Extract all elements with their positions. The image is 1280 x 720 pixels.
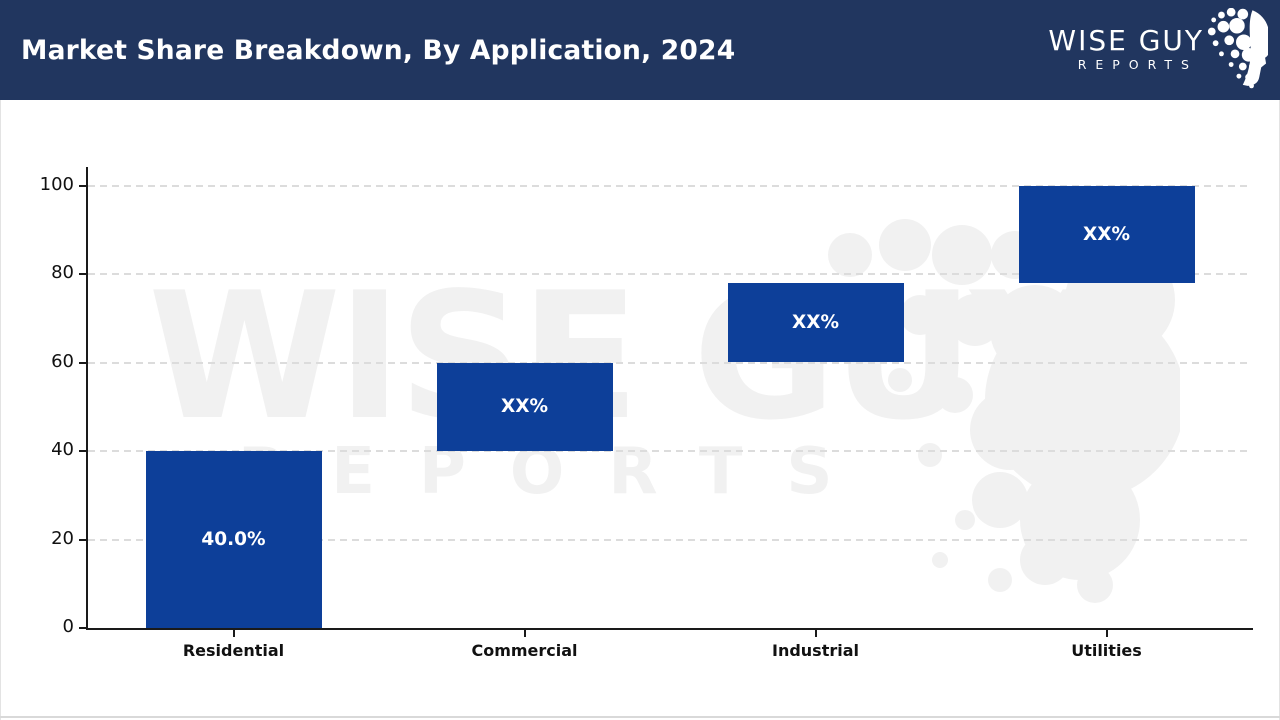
x-tick-label-residential: Residential — [182, 641, 285, 660]
wiseguy-logo: WISE GUY REPORTS — [1010, 0, 1270, 100]
bar-utilities: XX% — [1018, 185, 1195, 283]
y-tick-80 — [79, 273, 86, 275]
logo-wordmark: WISE GUY — [1048, 24, 1204, 57]
bar-residential: 40.0% — [145, 451, 322, 628]
y-tick-20 — [79, 538, 86, 541]
gridline-80 — [88, 273, 1252, 275]
chart-title: Market Share Breakdown, By Application, … — [21, 34, 736, 66]
x-tick-commercial — [523, 630, 526, 637]
gridline-20 — [88, 538, 1252, 541]
gridline-40 — [88, 450, 1252, 452]
wiseguy-head-icon — [1207, 8, 1268, 89]
x-tick-residential — [232, 630, 235, 637]
x-tick-industrial — [814, 630, 817, 637]
bottom-border — [0, 716, 1280, 718]
x-tick-label-commercial: Commercial — [471, 641, 578, 660]
bar-label-utilities: XX% — [1082, 223, 1131, 245]
gridline-100 — [88, 184, 1252, 187]
x-tick-label-industrial: Industrial — [771, 641, 860, 660]
y-tick-100 — [79, 184, 86, 187]
bar-label-residential: 40.0% — [201, 529, 266, 550]
y-tick-label-40: 40 — [51, 439, 74, 460]
x-axis-line — [86, 628, 1253, 630]
y-tick-40 — [79, 450, 86, 452]
y-tick-label-60: 60 — [51, 350, 74, 372]
logo-subtext: REPORTS — [1077, 57, 1198, 72]
y-tick-label-0: 0 — [62, 616, 74, 637]
header-bar — [0, 0, 1280, 100]
bar-label-industrial: XX% — [791, 312, 840, 334]
watermark-wordmark: WISE GUY — [148, 256, 1097, 459]
y-tick-label-100: 100 — [39, 173, 74, 195]
gridline-60 — [88, 361, 1252, 364]
bar-industrial: XX% — [727, 282, 904, 363]
x-tick-label-utilities: Utilities — [1071, 641, 1142, 660]
y-tick-label-80: 80 — [51, 262, 74, 283]
y-tick-0 — [79, 627, 86, 629]
y-axis-line — [86, 167, 88, 630]
x-tick-utilities — [1105, 630, 1108, 637]
bar-commercial: XX% — [436, 362, 613, 451]
y-tick-60 — [79, 361, 86, 364]
y-tick-label-20: 20 — [51, 527, 74, 549]
bar-label-commercial: XX% — [500, 396, 549, 418]
